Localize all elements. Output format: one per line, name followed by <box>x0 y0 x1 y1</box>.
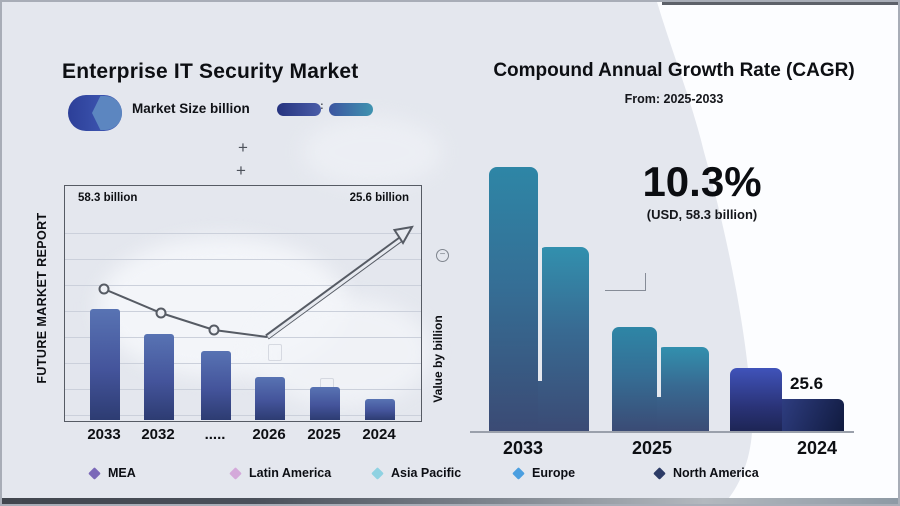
bottom-edge-strip <box>2 498 898 504</box>
bar-2025 <box>310 387 340 420</box>
cylinder-icon <box>68 95 122 131</box>
start-value-label: 58.3 billion <box>78 192 138 204</box>
bar-gap <box>657 347 661 397</box>
diamond-icon <box>512 466 525 480</box>
bar-2033-secondary <box>538 247 589 433</box>
ratio-pill-right <box>329 103 373 116</box>
legend-label: Latin America <box>249 466 332 480</box>
ratio-pill-left <box>277 103 321 116</box>
x-axis-label-2026: 2026 <box>252 426 286 443</box>
diamond-icon <box>653 466 666 480</box>
legend-item-latin-america: Latin America <box>229 466 332 480</box>
x-axis-label-2033: 2033 <box>502 438 544 458</box>
watermark-icon <box>268 344 282 361</box>
cagr-value: 10.3% <box>642 158 762 205</box>
future-market-report-label: FUTURE MARKET REPORT <box>35 212 49 384</box>
legend-label: North America <box>673 466 759 480</box>
bar-2024-secondary <box>782 399 844 433</box>
legend-item-asia-pacific: Asia Pacific <box>371 466 462 480</box>
x-axis-line <box>470 431 854 433</box>
bar-dots <box>201 351 231 420</box>
x-axis-label-dots: ..... <box>204 426 226 443</box>
bar-2025-primary <box>612 327 657 433</box>
bar-2025-secondary <box>657 347 709 433</box>
top-edge-accent <box>662 2 898 5</box>
legend-item-europe: Europe <box>512 466 576 480</box>
bar-group-2033 <box>489 167 589 433</box>
minus-circle-icon: − <box>436 249 449 262</box>
legend-item-north-america: North America <box>653 466 759 480</box>
bar-2033-primary <box>489 167 538 433</box>
end-value-label: 25.6 billion <box>349 192 409 204</box>
data-label-25-6: 25.6 <box>790 374 824 393</box>
bar-group-2024 <box>730 368 844 433</box>
bar-2024-primary <box>730 368 782 433</box>
legend-label: Asia Pacific <box>391 466 462 480</box>
legend-label: Europe <box>532 466 576 480</box>
cagr-subtitle: From: 2025-2033 <box>624 92 724 106</box>
chart-gridlines <box>65 208 421 420</box>
plus-icon: + <box>236 161 246 180</box>
x-axis-label-2025: 2025 <box>631 438 673 458</box>
ratio-colon: : <box>320 100 324 112</box>
value-axis-label: Value by billion <box>431 315 445 403</box>
x-axis-label-2024: 2024 <box>796 438 838 458</box>
background-cloud <box>302 117 442 187</box>
bar-2024 <box>365 399 395 420</box>
trend-line-arrow <box>98 225 414 340</box>
bar-group-2025 <box>612 327 709 433</box>
market-size-chart: 58.3 billion 25.6 billion <box>64 185 422 422</box>
legend-item-mea: MEA <box>88 466 136 480</box>
cagr-title: Compound Annual Growth Rate (CAGR) <box>493 60 855 81</box>
bar-2033 <box>90 309 120 420</box>
diamond-icon <box>88 466 101 480</box>
plus-icon: + <box>238 138 248 157</box>
cagr-note: (USD, 58.3 billion) <box>646 207 758 223</box>
bar-gap <box>538 247 542 381</box>
diamond-icon <box>229 466 242 480</box>
x-axis-label-2024: 2024 <box>362 426 396 443</box>
market-size-legend-label: Market Size billion <box>132 101 250 116</box>
bar-2032 <box>144 334 174 420</box>
legend-label: MEA <box>108 466 136 480</box>
x-axis-label-2032: 2032 <box>141 426 175 443</box>
x-axis-label-2025: 2025 <box>307 426 341 443</box>
cagr-value-block: 10.3% (USD, 58.3 billion) <box>592 158 812 223</box>
diamond-icon <box>371 466 384 480</box>
bar-2026 <box>255 377 285 420</box>
corner-bracket-decor <box>605 273 646 291</box>
page-title: Enterprise IT Security Market <box>62 60 359 83</box>
x-axis-label-2033: 2033 <box>87 426 121 443</box>
